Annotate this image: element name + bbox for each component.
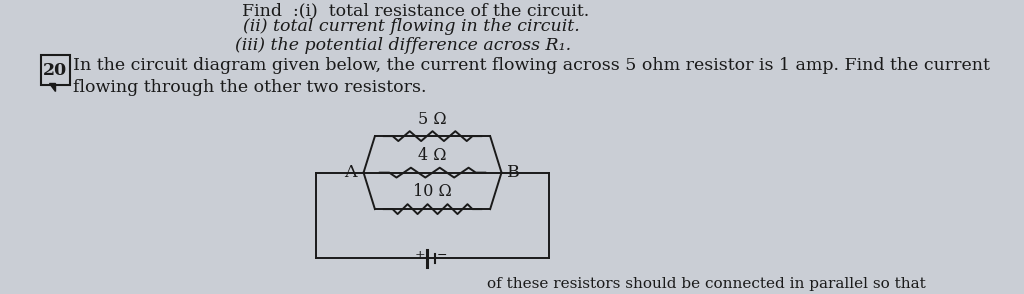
Text: 4 Ω: 4 Ω [418,147,446,164]
FancyBboxPatch shape [41,55,70,85]
Text: of these resistors should be connected in parallel so that: of these resistors should be connected i… [486,277,926,291]
Text: A: A [344,164,356,181]
Text: 5 Ω: 5 Ω [418,111,446,128]
Text: 20: 20 [43,61,68,78]
Text: (iii) the potential difference across R₁.: (iii) the potential difference across R₁… [236,37,571,54]
Text: +: + [415,249,426,262]
Text: flowing through the other two resistors.: flowing through the other two resistors. [73,79,427,96]
Text: Find  :(i)  total resistance of the circuit.: Find :(i) total resistance of the circui… [242,2,589,19]
Polygon shape [49,83,55,91]
Text: In the circuit diagram given below, the current flowing across 5 ohm resistor is: In the circuit diagram given below, the … [73,57,990,74]
Text: −: − [436,249,446,262]
Text: (ii) total current flowing in the circuit.: (ii) total current flowing in the circui… [244,18,581,35]
Text: 10 Ω: 10 Ω [413,183,452,200]
Text: B: B [507,164,519,181]
